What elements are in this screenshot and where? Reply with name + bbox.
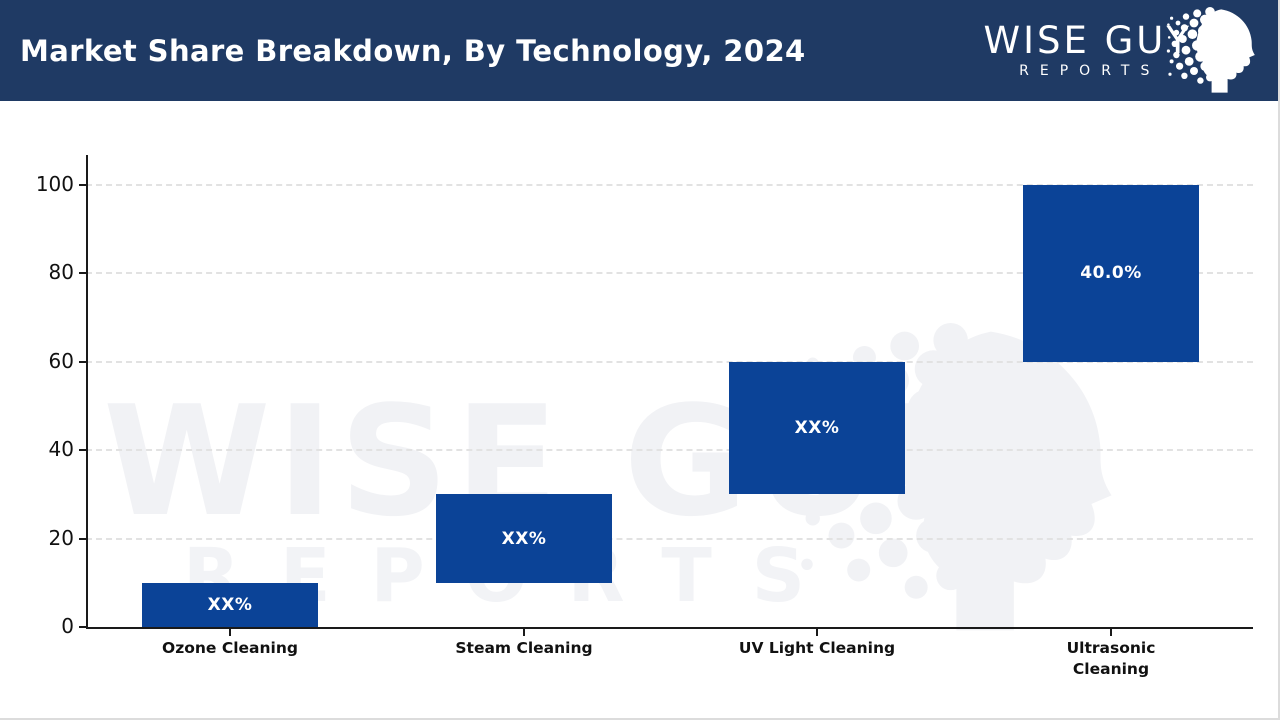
y-tick-mark: [79, 184, 86, 186]
y-tick-mark: [79, 360, 86, 363]
x-tick-mark: [229, 629, 231, 636]
logo-subtitle: REPORTS: [1019, 63, 1161, 79]
y-tick-label: 100: [35, 172, 74, 196]
bar-value-label: 40.0%: [1080, 263, 1142, 284]
gridline: [86, 537, 1253, 540]
logo-wordmark: WISE GUY: [983, 19, 1192, 62]
bar-value-label: XX%: [501, 528, 547, 549]
gridline: [86, 449, 1253, 452]
x-tick-mark: [523, 629, 525, 636]
bar: 40.0%: [1023, 185, 1199, 362]
x-tick-mark: [1110, 629, 1112, 636]
x-axis-line: [86, 627, 1253, 629]
y-tick-label: 0: [61, 614, 74, 638]
y-tick-mark: [79, 626, 86, 628]
y-axis-line: [86, 155, 88, 629]
wise-guy-logo: WISE GUY REPORTS: [984, 6, 1262, 95]
logo-text: WISE GUY REPORTS: [984, 22, 1192, 79]
y-tick-label: 60: [48, 348, 74, 373]
category-label: Steam Cleaning: [455, 639, 593, 657]
gridline: [86, 360, 1253, 363]
header: Market Share Breakdown, By Technology, 2…: [0, 0, 1278, 101]
bar: XX%: [729, 361, 905, 495]
gridline: [86, 184, 1253, 186]
bar-value-label: XX%: [207, 594, 253, 615]
wise-guy-face-icon: [1166, 6, 1255, 93]
y-tick-label: 80: [48, 260, 74, 285]
bar-value-label: XX%: [794, 418, 840, 439]
category-label: UV Light Cleaning: [738, 639, 896, 657]
y-tick-mark: [79, 272, 86, 275]
page-title: Market Share Breakdown, By Technology, 2…: [20, 33, 806, 68]
y-tick-label: 40: [48, 437, 74, 462]
gridline: [86, 272, 1253, 275]
category-label: Ozone Cleaning: [162, 639, 298, 657]
y-tick-mark: [79, 537, 86, 540]
y-tick-mark: [79, 449, 86, 452]
bar: XX%: [436, 494, 612, 583]
bar: XX%: [142, 582, 318, 627]
category-label: Ultrasonic Cleaning: [1066, 639, 1156, 678]
x-tick-mark: [816, 629, 818, 636]
y-tick-label: 20: [48, 525, 74, 550]
